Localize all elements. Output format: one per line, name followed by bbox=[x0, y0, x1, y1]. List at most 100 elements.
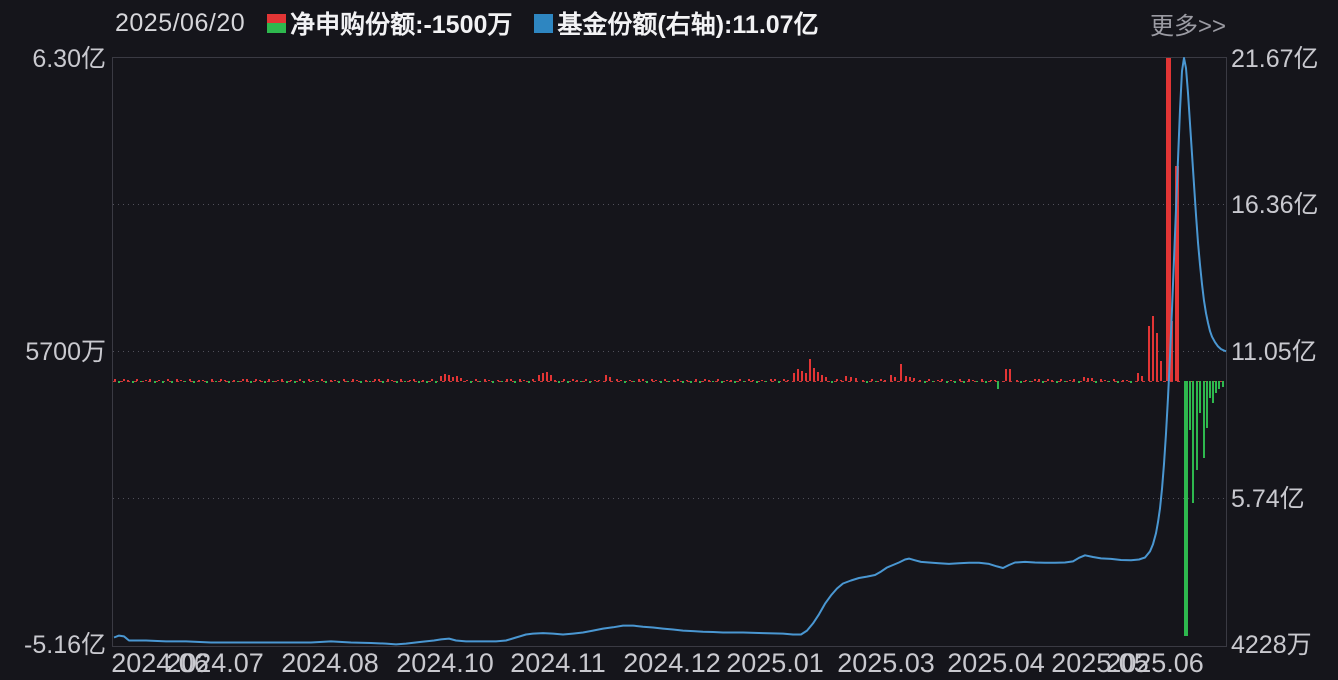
net-subscription-bar bbox=[620, 380, 622, 382]
net-subscription-bar bbox=[448, 375, 450, 382]
net-subscription-bar bbox=[162, 381, 164, 383]
net-subscription-bar bbox=[1212, 381, 1214, 404]
net-subscription-bar bbox=[1152, 316, 1154, 382]
net-subscription-bar bbox=[1009, 369, 1011, 382]
net-subscription-bar bbox=[242, 379, 244, 382]
net-subscription-bar bbox=[1206, 381, 1208, 429]
net-subscription-bar bbox=[330, 380, 332, 382]
net-subscription-bar bbox=[990, 380, 992, 382]
net-subscription-bar bbox=[1222, 381, 1224, 388]
net-subscription-bar bbox=[215, 381, 217, 383]
legend-fund-share-value: 11.07亿 bbox=[732, 11, 819, 39]
net-subscription-bar bbox=[880, 378, 882, 382]
left-axis-label: -5.16亿 bbox=[24, 631, 106, 659]
net-subscription-bar bbox=[743, 381, 745, 383]
x-axis-label: 2024.08 bbox=[281, 648, 379, 678]
net-subscription-bar bbox=[1020, 381, 1022, 384]
net-subscription-bar bbox=[655, 380, 657, 382]
net-subscription-bar bbox=[404, 381, 406, 383]
net-subscription-bar bbox=[277, 379, 279, 382]
net-subscription-bar bbox=[413, 379, 415, 382]
net-subscription-bar bbox=[193, 381, 195, 384]
left-axis-label: 5700万 bbox=[25, 338, 106, 366]
net-subscription-bar bbox=[997, 381, 999, 390]
net-subscription-bar bbox=[479, 381, 481, 383]
net-subscription-bar bbox=[954, 381, 956, 383]
net-subscription-bar bbox=[756, 381, 758, 384]
net-subscription-bar bbox=[594, 380, 596, 382]
net-subscription-bar bbox=[224, 380, 226, 382]
net-subscription-bar bbox=[233, 379, 235, 382]
net-subscription-bar bbox=[836, 379, 838, 382]
net-subscription-bar bbox=[1141, 376, 1143, 382]
net-subscription-bar bbox=[198, 380, 200, 382]
legend-fund-share[interactable]: 基金份额(右轴): 11.07亿 bbox=[534, 5, 819, 41]
net-subscription-bar bbox=[497, 379, 499, 382]
net-subscription-bar bbox=[211, 379, 213, 382]
net-subscription-bar bbox=[937, 379, 939, 382]
net-subscription-bar bbox=[981, 379, 983, 382]
net-subscription-bar bbox=[281, 379, 283, 382]
net-subscription-bar bbox=[1165, 58, 1171, 382]
net-subscription-bar bbox=[268, 378, 270, 382]
net-subscription-bar bbox=[338, 381, 340, 383]
net-subscription-bar bbox=[1137, 373, 1139, 382]
net-subscription-bar bbox=[1126, 379, 1128, 382]
net-subscription-bar bbox=[668, 381, 670, 383]
net-subscription-bar bbox=[422, 380, 424, 382]
net-subscription-bar bbox=[884, 380, 886, 382]
net-subscription-bar bbox=[1064, 381, 1066, 383]
net-subscription-bar bbox=[180, 379, 182, 382]
net-subscription-bar bbox=[598, 379, 600, 382]
net-subscription-bar bbox=[1100, 379, 1102, 382]
net-subscription-bar bbox=[855, 378, 857, 382]
net-subscription-bar bbox=[624, 381, 626, 384]
net-subscription-bar bbox=[154, 381, 156, 384]
net-subscription-bar bbox=[1192, 381, 1194, 504]
net-subscription-bar bbox=[532, 378, 534, 382]
net-subscription-bar bbox=[228, 381, 230, 384]
left-axis-label: 6.30亿 bbox=[32, 45, 106, 73]
net-subscription-bar bbox=[664, 378, 666, 382]
net-subscription-bar bbox=[1117, 381, 1119, 384]
net-subscription-bar bbox=[488, 380, 490, 382]
net-subscription-bar bbox=[158, 380, 160, 382]
net-subscription-bar bbox=[431, 378, 433, 382]
net-subscription-bar bbox=[1091, 378, 1093, 382]
net-subscription-bar bbox=[730, 379, 732, 382]
net-subscription-bar bbox=[140, 381, 142, 383]
fund-share-line bbox=[113, 57, 1227, 646]
net-subscription-bar bbox=[1016, 380, 1018, 382]
legend-net-subscription[interactable]: 净申购份额: -1500万 bbox=[267, 5, 512, 41]
net-subscription-bar bbox=[972, 379, 974, 382]
net-subscription-bar bbox=[909, 377, 911, 382]
right-axis-label: 11.05亿 bbox=[1231, 338, 1317, 366]
plot-area[interactable] bbox=[112, 57, 1227, 647]
net-subscription-bar bbox=[1148, 326, 1150, 382]
net-subscription-bar bbox=[850, 377, 852, 382]
net-subscription-bar bbox=[563, 378, 565, 382]
net-subscription-bar bbox=[734, 381, 736, 383]
net-subscription-bar bbox=[1218, 381, 1220, 390]
more-link[interactable]: 更多>> bbox=[1149, 12, 1226, 40]
net-subscription-bar bbox=[605, 375, 607, 382]
net-subscription-bar bbox=[840, 379, 842, 382]
net-subscription-bar bbox=[440, 376, 442, 382]
net-subscription-bar bbox=[695, 378, 697, 382]
net-subscription-bar bbox=[506, 379, 508, 382]
net-subscription-bar bbox=[396, 381, 398, 384]
net-subscription-bar bbox=[704, 379, 706, 382]
net-subscription-bar bbox=[1083, 377, 1085, 382]
net-subscription-bar bbox=[1175, 166, 1179, 382]
net-subscription-bar bbox=[708, 379, 710, 382]
net-subscription-bar bbox=[1069, 379, 1071, 382]
gridline bbox=[113, 351, 1226, 352]
net-subscription-bar bbox=[712, 381, 714, 383]
net-subscription-bar bbox=[968, 379, 970, 382]
net-subscription-bar bbox=[845, 376, 847, 382]
net-subscription-bar bbox=[585, 379, 587, 382]
legend-net-subscription-label: 净申购份额: bbox=[290, 11, 424, 39]
net-subscription-bar bbox=[475, 379, 477, 382]
net-subscription-bar bbox=[303, 381, 305, 384]
net-subscription-bar bbox=[176, 379, 178, 382]
